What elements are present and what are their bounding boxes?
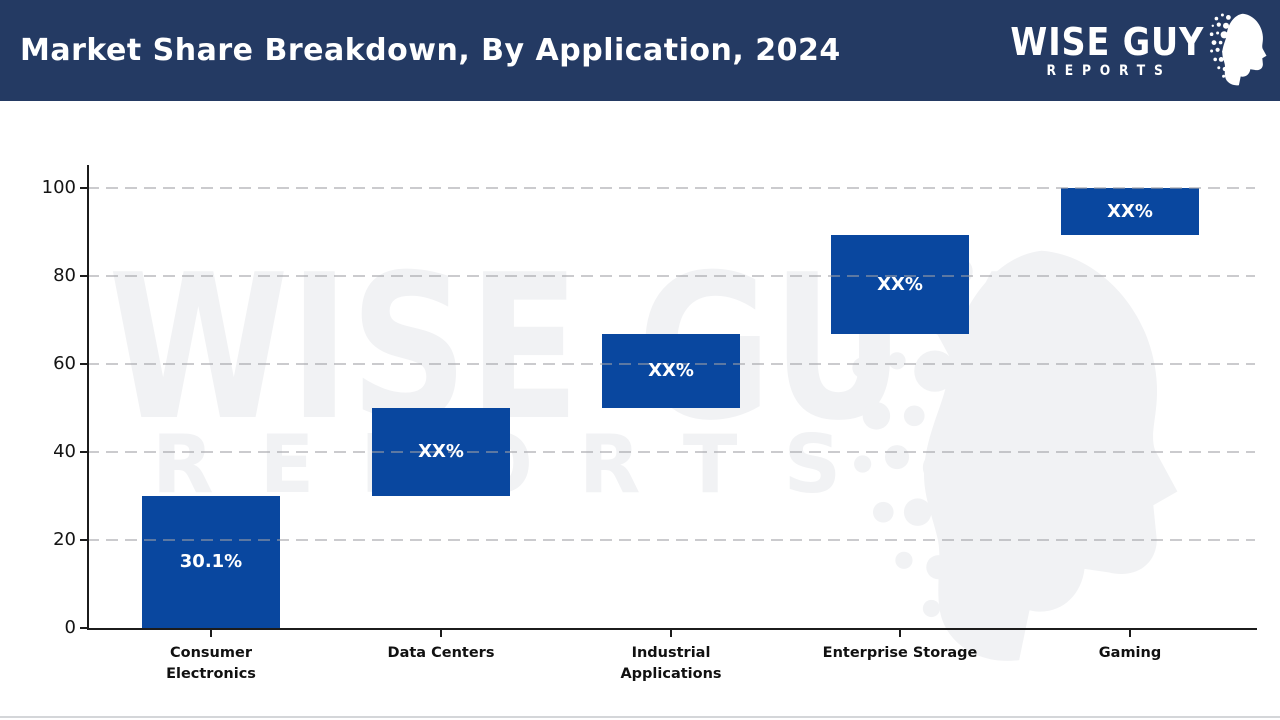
x-axis-tick-mark (899, 630, 901, 637)
x-axis-tick-mark (440, 630, 442, 637)
y-axis-tick-mark (80, 363, 87, 365)
x-axis-category-label: Enterprise Storage (822, 645, 978, 661)
brand-subname: REPORTS (1046, 63, 1172, 79)
y-axis-tick-mark (80, 187, 87, 189)
brand-name: WISE GUY (1010, 20, 1204, 64)
watermark-text-line2: REPORTS (152, 418, 888, 511)
y-axis-tick-mark (80, 451, 87, 453)
horizontal-gridline (87, 451, 1255, 453)
horizontal-gridline (87, 275, 1255, 277)
x-axis-tick-mark (1129, 630, 1131, 637)
x-axis-category-label: Data Centers (387, 645, 495, 661)
bar-value-label: XX% (418, 440, 464, 462)
y-axis-tick-label: 0 (64, 617, 76, 638)
header-bar: Market Share Breakdown, By Application, … (0, 0, 1280, 101)
waterfall-bar (142, 495, 280, 628)
waterfall-bar (602, 334, 740, 408)
x-axis-category-label: Consumer Electronics (166, 645, 256, 683)
y-axis-tick-mark (80, 275, 87, 277)
brand-head-icon (1209, 13, 1267, 85)
waterfall-bar (831, 235, 969, 335)
bar-value-label: XX% (648, 359, 694, 381)
bar-value-label: XX% (1107, 200, 1153, 222)
horizontal-gridline (87, 363, 1255, 365)
brand-logo: WISE GUY REPORTS (984, 9, 1270, 93)
y-axis-tick-mark (80, 627, 87, 629)
y-axis-tick-label: 80 (53, 265, 76, 286)
horizontal-gridline (87, 539, 1255, 541)
y-axis-tick-label: 40 (53, 441, 76, 462)
brand-logo-text: WISE GUY REPORTS (1010, 23, 1204, 78)
x-axis-line (87, 628, 1257, 630)
waterfall-bar (1061, 188, 1199, 236)
x-axis-category-label: Industrial Applications (620, 645, 722, 683)
bar-value-label: XX% (877, 273, 923, 295)
bar-value-label: 30.1% (179, 550, 243, 572)
bottom-divider (0, 716, 1280, 718)
x-axis-tick-mark (670, 630, 672, 637)
x-axis-tick-mark (210, 630, 212, 637)
y-axis-tick-label: 60 (53, 353, 76, 374)
y-axis-tick-label: 20 (53, 529, 76, 550)
y-axis-tick-label: 100 (41, 177, 76, 198)
y-axis-tick-mark (80, 539, 87, 541)
chart-title: Market Share Breakdown, By Application, … (20, 33, 841, 68)
horizontal-gridline (87, 187, 1255, 189)
chart-plot-area: WISE GUY REPORTS 0 20 40 60 80 100 30.1% Consum… (0, 101, 1280, 720)
x-axis-category-label: Gaming (1098, 645, 1162, 661)
y-axis-line (87, 165, 89, 630)
